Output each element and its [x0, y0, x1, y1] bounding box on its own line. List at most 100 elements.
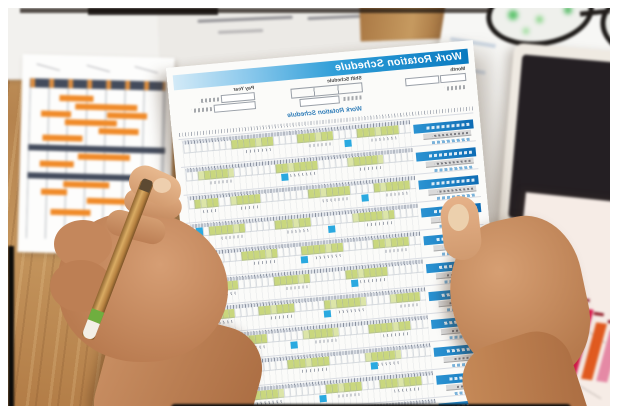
- gantt-sketch-line: [134, 66, 158, 74]
- day-cell: [412, 348, 420, 358]
- shift-cell-green: [413, 291, 421, 302]
- shift-cell-green: [370, 155, 378, 165]
- shift-cell-green: [379, 379, 386, 389]
- sub-numbers: [376, 361, 399, 367]
- shift-cell-green: [275, 163, 282, 174]
- shift-cell-green: [287, 303, 295, 313]
- shift-cell-green: [373, 183, 381, 193]
- day-cell: [289, 387, 297, 398]
- sub-numbers: [394, 387, 420, 393]
- shift-cell-green: [242, 138, 250, 149]
- day-cell: [404, 264, 412, 275]
- day-cell: [322, 215, 329, 226]
- day-cell: [349, 185, 357, 195]
- shift-cell-green: [306, 245, 314, 255]
- day-cell: [356, 325, 363, 335]
- shift-cell-green: [253, 194, 261, 204]
- shift-cell-green: [364, 155, 372, 166]
- day-cell: [243, 279, 251, 289]
- day-cell: [317, 300, 325, 311]
- shift-cell-green: [252, 250, 260, 260]
- shift-cell-green: [351, 213, 359, 223]
- day-cell: [350, 129, 358, 139]
- day-cell: [266, 333, 274, 343]
- shift-cell-green: [385, 182, 393, 192]
- day-cell: [283, 388, 291, 398]
- day-cell: [249, 278, 257, 289]
- day-cell: [276, 248, 284, 258]
- day-cell: [239, 167, 247, 177]
- day-cell: [345, 213, 353, 224]
- day-cell: [269, 361, 276, 371]
- day-cell: [237, 279, 245, 290]
- shift-cell-green: [368, 324, 375, 334]
- sub-numbers: [308, 142, 331, 148]
- day-cell: [310, 217, 317, 227]
- bokeh-glint: [508, 10, 518, 20]
- day-cell: [373, 379, 380, 390]
- day-cell: [290, 331, 298, 341]
- day-cell: [409, 320, 417, 330]
- shift-cell-green: [292, 218, 300, 229]
- top-edge-shadow: [88, 8, 218, 15]
- shift-cell-green: [380, 266, 388, 277]
- gantt-bar: [98, 128, 139, 136]
- bokeh-glint: [536, 16, 543, 23]
- day-cell: [361, 381, 369, 391]
- shift-cell-green: [303, 273, 311, 284]
- shift-cell-green: [356, 128, 364, 138]
- shift-cell-green: [258, 249, 266, 260]
- shift-cell-green: [345, 270, 352, 280]
- day-cell: [388, 153, 396, 164]
- day-cell: [367, 380, 374, 391]
- shift-cell-green: [228, 308, 235, 319]
- day-cell: [404, 124, 411, 134]
- shift-cell-green: [380, 323, 387, 333]
- day-cell: [344, 326, 351, 336]
- shift-cell-green: [206, 198, 213, 208]
- top-edge-shadow: [20, 8, 490, 13]
- sub-numbers: [322, 197, 348, 203]
- sub-numbers: [202, 209, 217, 214]
- shift-cell-green: [279, 276, 287, 286]
- day-cell: [305, 301, 313, 312]
- sub-numbers: [252, 259, 276, 265]
- sub-numbers: [269, 314, 293, 320]
- shift-cell-green: [358, 156, 366, 166]
- day-cell: [217, 197, 225, 207]
- shift-cell-green: [281, 163, 288, 173]
- day-cell: [399, 208, 407, 219]
- shift-cell-green: [391, 378, 398, 388]
- day-cell: [224, 140, 232, 150]
- shift-cell-green: [260, 137, 268, 147]
- sub-numbers: [360, 278, 386, 284]
- shift-cell-green: [322, 356, 330, 366]
- day-cell: [371, 295, 379, 306]
- shift-cell-green: [396, 237, 404, 247]
- shift-cell-green: [349, 382, 357, 392]
- day-cell: [278, 332, 286, 342]
- shift-cell-green: [374, 126, 382, 137]
- day-cell: [301, 189, 309, 200]
- shift-cell-green: [316, 356, 324, 367]
- day-cell: [361, 184, 369, 194]
- sub-numbers: [315, 253, 341, 260]
- shift-cell-green: [319, 188, 327, 198]
- shift-cell-green: [394, 349, 402, 360]
- shift-cell-green: [241, 195, 249, 205]
- day-cell: [272, 136, 280, 146]
- shift-cell-green: [248, 138, 256, 148]
- shift-cell-green: [320, 131, 328, 142]
- shift-cell-green: [264, 249, 272, 259]
- sub-numbers: [337, 392, 360, 398]
- shift-cell-green: [369, 211, 377, 222]
- day-cell: [244, 222, 252, 233]
- shift-cell-green: [391, 181, 399, 192]
- left-thumb-nail: [153, 178, 171, 193]
- shift-cell-green: [298, 218, 305, 228]
- day-cell: [360, 240, 368, 251]
- sub-numbers: [301, 367, 328, 373]
- day-cell: [246, 307, 253, 317]
- shift-cell-green: [337, 186, 345, 196]
